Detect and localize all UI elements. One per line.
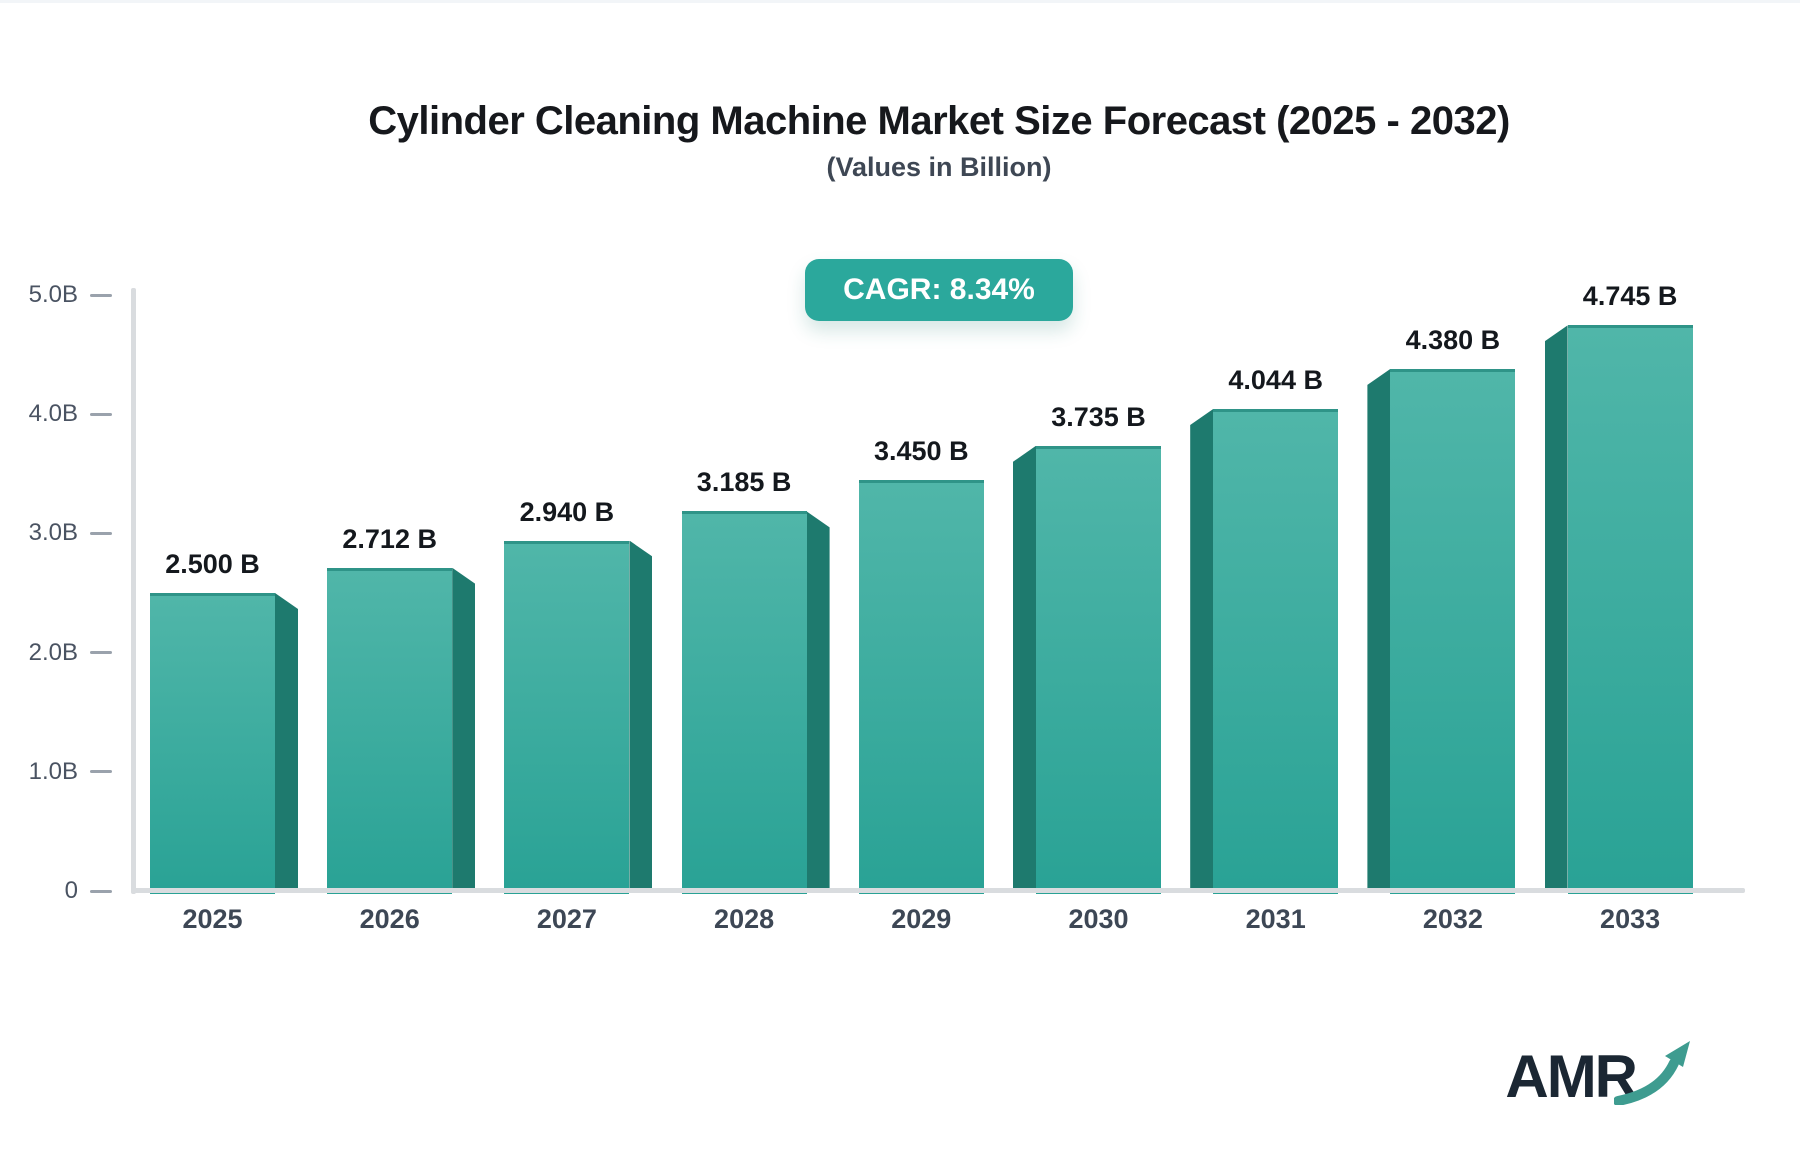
bar <box>1390 368 1516 894</box>
y-tick-dash <box>90 293 112 297</box>
bar-value-label: 3.735 B <box>1051 401 1146 432</box>
bar <box>327 567 453 894</box>
y-tick-label: 3.0B <box>28 519 78 547</box>
y-tick-dash <box>90 770 112 774</box>
bar-side <box>452 567 476 891</box>
plot-area: 5.0B 4.0B 3.0B 2.0B 1.0B 0 2.500 B 2025 2.712 B 2… <box>0 3 1800 1159</box>
bar-side <box>1190 408 1214 891</box>
bar-value-label: 4.044 B <box>1228 364 1323 395</box>
y-tick-label: 5.0B <box>28 281 78 308</box>
x-category-label: 2030 <box>1068 904 1129 934</box>
bar-side <box>1544 325 1568 891</box>
bar-value-label: 4.380 B <box>1405 324 1501 355</box>
bar-value-label: 3.450 B <box>874 435 969 466</box>
arrow-swoosh <box>1614 1058 1679 1105</box>
x-axis-line <box>131 888 1745 893</box>
growth-arrow-icon <box>1614 1041 1690 1105</box>
cagr-badge: CAGR: 8.34% <box>805 259 1073 321</box>
arrow-head <box>1665 1041 1690 1067</box>
bar-side <box>275 593 298 891</box>
bar <box>1036 445 1161 894</box>
bar <box>150 593 275 894</box>
x-category-label: 2031 <box>1245 904 1306 934</box>
y-tick-dash <box>90 651 112 655</box>
y-tick-dash <box>90 889 112 893</box>
x-category-label: 2025 <box>182 904 243 934</box>
x-category-label: 2032 <box>1422 904 1483 934</box>
cagr-badge-row: CAGR: 8.34% <box>133 259 1745 321</box>
bar-value-label: 2.500 B <box>165 549 260 579</box>
x-category-label: 2028 <box>714 904 775 934</box>
x-category-label: 2033 <box>1600 904 1661 934</box>
bar <box>504 540 630 894</box>
x-category-label: 2027 <box>536 904 597 934</box>
y-tick-dash <box>90 531 112 535</box>
y-tick-label: 4.0B <box>28 400 78 428</box>
bar-value-label: 4.745 B <box>1582 281 1678 312</box>
y-tick-label: 2.0B <box>28 638 78 666</box>
y-axis-line <box>131 288 136 894</box>
x-category-label: 2026 <box>359 904 420 934</box>
bar-side <box>1013 445 1036 891</box>
bar <box>858 479 984 894</box>
bar <box>1567 325 1693 894</box>
bar-value-label: 2.940 B <box>519 496 615 527</box>
bar-side <box>806 511 830 891</box>
bar-side <box>1367 368 1391 891</box>
bar <box>681 511 807 894</box>
y-tick-label: 1.0B <box>28 757 78 785</box>
bar-side <box>629 540 653 891</box>
bar <box>1213 408 1339 894</box>
y-tick-label: 0 <box>64 877 78 904</box>
y-tick-dash <box>90 412 112 416</box>
bar-value-label: 2.712 B <box>342 523 437 554</box>
x-category-label: 2029 <box>891 904 952 934</box>
chart-subtitle: (Values in Billion) <box>826 152 1052 182</box>
bar-value-label: 3.185 B <box>696 467 792 498</box>
chart-title: Cylinder Cleaning Machine Market Size Fo… <box>368 99 1510 143</box>
amr-logo: AMR <box>1505 1039 1700 1107</box>
